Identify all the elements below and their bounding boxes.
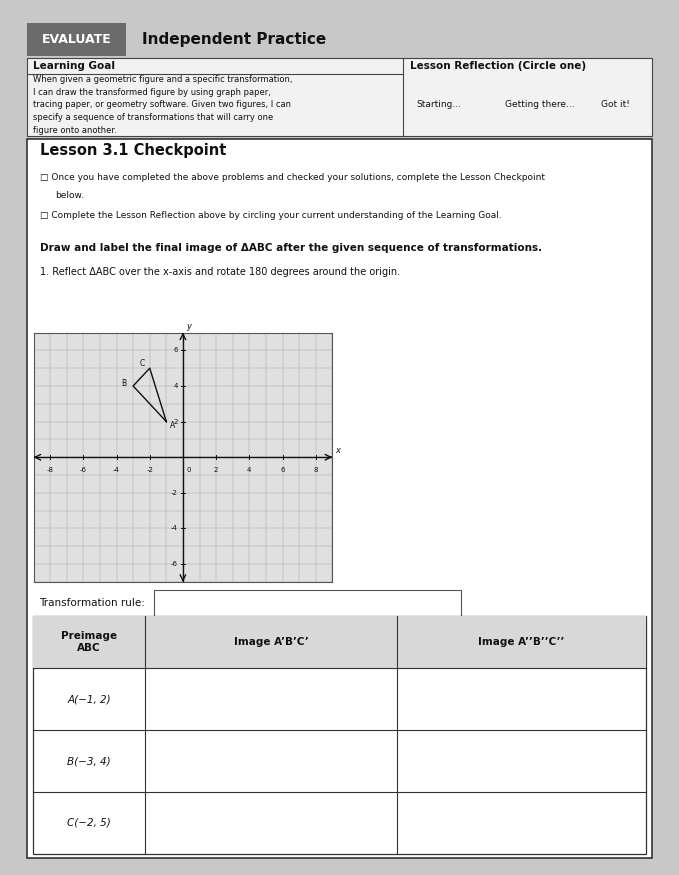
Text: -2: -2 [146,467,153,473]
Text: 4: 4 [174,383,178,389]
Text: 2: 2 [214,467,219,473]
Text: Image A’’B’’C’’: Image A’’B’’C’’ [478,637,565,648]
Text: Independent Practice: Independent Practice [142,32,326,47]
FancyBboxPatch shape [26,139,653,858]
Text: Lesson 3.1 Checkpoint: Lesson 3.1 Checkpoint [39,144,226,158]
Text: □ Complete the Lesson Reflection above by circling your current understanding of: □ Complete the Lesson Reflection above b… [39,211,501,220]
Text: Starting...: Starting... [416,101,461,109]
FancyBboxPatch shape [26,59,653,136]
Text: Draw and label the final image of ΔABC after the given sequence of transformatio: Draw and label the final image of ΔABC a… [39,243,542,253]
Text: 8: 8 [314,467,318,473]
Text: tracing paper, or geometry software. Given two figures, I can: tracing paper, or geometry software. Giv… [33,101,291,109]
Text: B(−3, 4): B(−3, 4) [67,756,111,766]
Text: 4: 4 [247,467,251,473]
Text: C: C [140,360,145,368]
Text: EVALUATE: EVALUATE [41,33,111,46]
FancyBboxPatch shape [33,616,646,668]
Text: figure onto another.: figure onto another. [33,125,117,135]
Text: □ Once you have completed the above problems and checked your solutions, complet: □ Once you have completed the above prob… [39,173,545,182]
Text: Image A’B’C’: Image A’B’C’ [234,637,308,648]
Text: -8: -8 [47,467,54,473]
Text: -4: -4 [113,467,120,473]
Text: below.: below. [56,192,84,200]
Text: A: A [170,421,175,430]
Text: Lesson Reflection (Circle one): Lesson Reflection (Circle one) [409,61,586,71]
FancyBboxPatch shape [33,616,646,853]
Text: I can draw the transformed figure by using graph paper,: I can draw the transformed figure by usi… [33,88,271,97]
Text: Preimage
ABC: Preimage ABC [61,632,117,653]
Text: B: B [122,379,127,388]
FancyBboxPatch shape [154,591,461,619]
Text: -6: -6 [80,467,87,473]
Text: Transformation rule:: Transformation rule: [39,598,145,608]
Text: 2: 2 [174,418,178,424]
Text: When given a geometric figure and a specific transformation,: When given a geometric figure and a spec… [33,75,293,84]
Text: 1. Reflect ΔABC over the x-axis and rotate 180 degrees around the origin.: 1. Reflect ΔABC over the x-axis and rota… [39,267,400,277]
Text: Got it!: Got it! [601,101,630,109]
Text: Getting there...: Getting there... [505,101,575,109]
Text: 0: 0 [186,467,191,473]
Text: specify a sequence of transformations that will carry one: specify a sequence of transformations th… [33,113,274,122]
FancyBboxPatch shape [26,24,126,56]
Text: -4: -4 [171,526,178,531]
Text: -2: -2 [171,490,178,496]
Text: x: x [335,445,341,454]
Text: y: y [186,322,191,331]
Text: -6: -6 [171,561,178,567]
Text: C(−2, 5): C(−2, 5) [67,817,111,828]
Text: 6: 6 [173,347,178,354]
Text: Learning Goal: Learning Goal [33,61,115,71]
Text: A(−1, 2): A(−1, 2) [67,695,111,704]
Text: 6: 6 [280,467,285,473]
